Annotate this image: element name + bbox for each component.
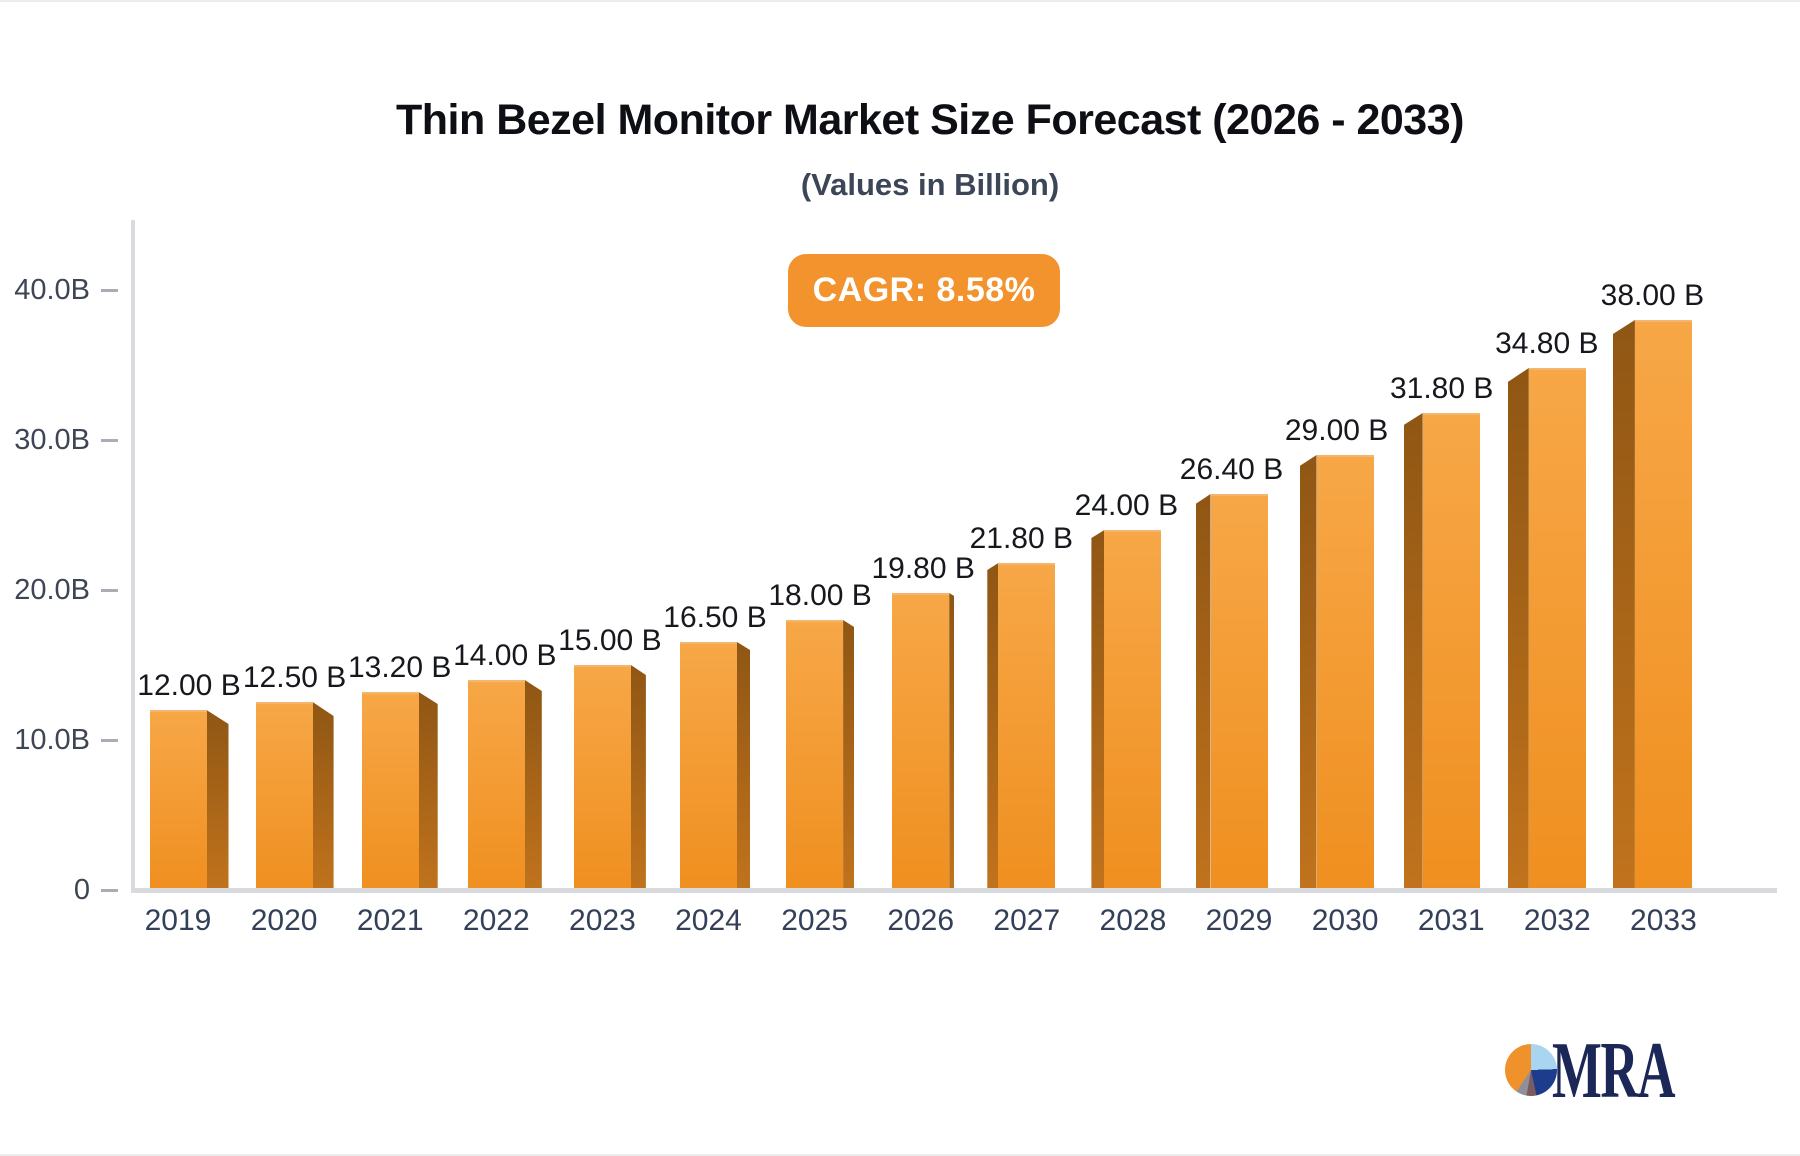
- y-axis-tick-label: 10.0B: [14, 724, 90, 756]
- x-axis-label-2031: 2031: [1417, 904, 1485, 937]
- bar-value-label: 34.80 B: [1495, 327, 1599, 360]
- bar-value-label: 19.80 B: [871, 552, 975, 585]
- bar-value-label: 38.00 B: [1600, 279, 1705, 312]
- x-axis-label-2030: 2030: [1311, 904, 1379, 937]
- y-axis-tick-label: 20.0B: [14, 574, 90, 606]
- bar-front-face: [786, 620, 844, 892]
- logo-text: MRA: [1552, 1027, 1675, 1115]
- bar-front-face: [361, 692, 419, 892]
- chart-header: Thin Bezel Monitor Market Size Forecast …: [60, 96, 1800, 203]
- bar-front-face: [680, 642, 737, 892]
- bar-front-face: [1316, 455, 1374, 892]
- bar-front-face: [998, 563, 1056, 892]
- y-axis-tick-mark: [101, 739, 118, 742]
- bar-value-label: 14.00 B: [453, 639, 557, 672]
- y-axis-line: [131, 220, 135, 892]
- y-axis-tick-label: 30.0B: [14, 424, 90, 456]
- x-axis-label-2026: 2026: [887, 904, 955, 937]
- x-axis-label-2020: 2020: [250, 904, 318, 937]
- x-axis-label-2019: 2019: [144, 904, 212, 937]
- bar-value-label: 29.00 B: [1284, 414, 1389, 447]
- y-axis-tick-label: 40.0B: [14, 274, 90, 306]
- bar-front-face: [1210, 494, 1268, 892]
- x-axis-label-2033: 2033: [1630, 904, 1697, 937]
- bar-side-face: [1195, 494, 1211, 892]
- bar-side-face: [737, 642, 750, 892]
- x-axis-label-2024: 2024: [675, 904, 742, 937]
- x-axis-label-2028: 2028: [1099, 904, 1167, 937]
- chart-title: Thin Bezel Monitor Market Size Forecast …: [396, 96, 1464, 144]
- x-axis-label-2029: 2029: [1205, 904, 1273, 937]
- bar-side-face: [1299, 455, 1317, 892]
- bar-value-label: 24.00 B: [1074, 489, 1179, 522]
- cagr-badge-label: CAGR: 8.58%: [812, 271, 1036, 309]
- x-axis-line: [131, 888, 1777, 893]
- bar-value-label: 15.00 B: [558, 624, 662, 657]
- bar-side-face: [1612, 320, 1635, 892]
- x-axis-label-2027: 2027: [993, 904, 1061, 937]
- bar-side-face: [418, 692, 438, 892]
- x-axis-label-2025: 2025: [781, 904, 848, 937]
- x-axis-label-2022: 2022: [462, 904, 530, 937]
- bar-side-face: [630, 665, 646, 892]
- x-axis-label-2023: 2023: [569, 904, 636, 937]
- bar-front-face: [1104, 530, 1162, 892]
- bar-side-face: [949, 593, 955, 892]
- bar-value-label: 12.50 B: [242, 661, 347, 694]
- bar-front-face: [1634, 320, 1692, 892]
- bar-value-label: 21.80 B: [969, 522, 1073, 555]
- bar-front-face: [149, 710, 207, 892]
- x-axis-label-2021: 2021: [356, 904, 424, 937]
- y-axis-tick-mark: [101, 439, 118, 442]
- bar-front-face: [255, 702, 313, 892]
- bar-value-label: 13.20 B: [347, 651, 452, 684]
- bar-value-label: 12.00 B: [137, 669, 241, 702]
- bar-side-face: [1403, 413, 1423, 892]
- y-axis-tick-mark: [101, 889, 118, 892]
- bar-front-face: [467, 680, 525, 892]
- y-axis-tick-mark: [101, 289, 118, 292]
- bar-front-face: [892, 593, 950, 892]
- bar-side-face: [987, 563, 999, 892]
- bar-value-label: 31.80 B: [1389, 372, 1494, 405]
- bar-value-label: 26.40 B: [1179, 453, 1284, 486]
- bar-side-face: [843, 620, 855, 892]
- bar-front-face: [1422, 413, 1480, 892]
- y-axis-tick-label: 0: [73, 874, 90, 906]
- pie-chart-logo-icon: [1505, 1044, 1557, 1096]
- bar-value-label: 18.00 B: [768, 579, 872, 612]
- bar-side-face: [1091, 530, 1105, 892]
- bar-side-face: [1507, 368, 1529, 892]
- y-axis-tick-mark: [101, 589, 118, 592]
- bar-side-face: [206, 710, 229, 892]
- x-axis-label-2032: 2032: [1523, 904, 1591, 937]
- chart-subtitle: (Values in Billion): [800, 167, 1060, 202]
- cagr-badge: CAGR: 8.58%: [788, 254, 1060, 327]
- bar-side-face: [312, 702, 334, 892]
- bar-side-face: [524, 680, 542, 892]
- bar-front-face: [1528, 368, 1586, 892]
- bar-value-label: 16.50 B: [663, 601, 767, 634]
- bar-front-face: [573, 665, 631, 892]
